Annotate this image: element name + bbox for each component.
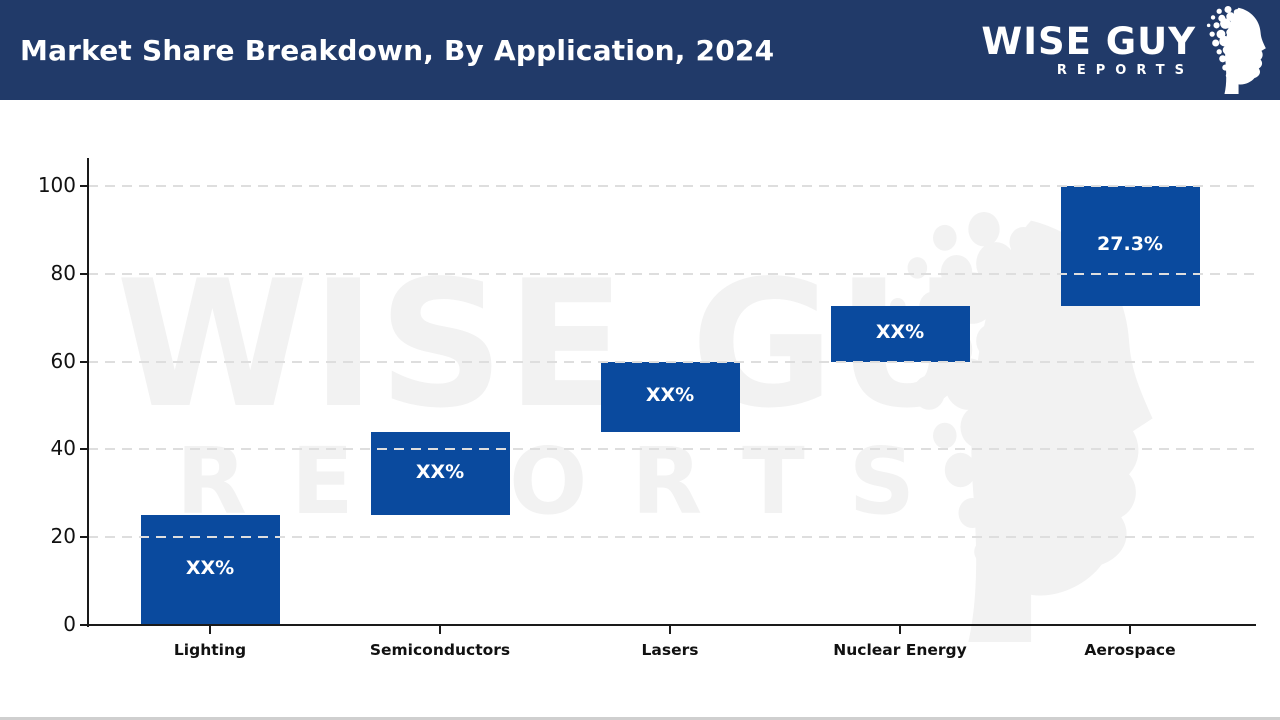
gridline [88,360,1255,363]
bar-value-label: XX% [645,383,695,406]
y-axis-tick-label: 40 [50,436,76,461]
y-axis-tick-label: 20 [50,524,76,549]
y-axis-tick [80,272,88,275]
brand-logo-text: WISE GUY REPORTS [981,23,1196,78]
y-axis-tick-label: 100 [37,173,76,197]
y-axis-tick-label: 60 [50,348,76,373]
x-axis-line [87,624,1256,626]
bar-segment [600,361,740,432]
x-axis-category-label: Aerospace [1084,641,1176,659]
x-axis-category-label: Lighting [173,641,247,659]
brand-subtitle: REPORTS [1056,62,1194,78]
x-axis-category-label: Lasers [641,641,699,659]
x-axis-tick [899,626,901,634]
y-axis-tick-label: 0 [63,612,76,636]
y-axis-tick [80,360,88,363]
gridline [88,272,1255,275]
gridline [88,185,1255,187]
brand-name: WISE GUY [981,19,1196,63]
x-axis-tick [1129,626,1131,634]
x-axis-tick [209,626,211,634]
x-axis-category-label: Semiconductors [369,641,511,659]
page-title: Market Share Breakdown, By Application, … [20,33,775,67]
bar-segment [140,515,280,625]
x-axis-tick [669,626,671,634]
x-axis-tick [439,626,441,634]
bar-value-label: XX% [185,557,235,580]
y-axis-tick [80,624,88,626]
y-axis-tick [80,536,88,539]
x-axis-category-label: Nuclear Energy [833,641,967,659]
header-bar: Market Share Breakdown, By Application, … [0,0,1280,100]
bottom-border [0,717,1280,720]
bar-value-label: 27.3% [1097,232,1163,255]
bar-value-label: XX% [875,320,925,343]
gridline [88,448,1255,451]
bar-segment [370,431,510,516]
gridline [88,536,1255,539]
brand-logo: WISE GUY REPORTS [981,6,1274,94]
y-axis-tick-label: 80 [50,260,76,285]
y-axis-line [87,158,89,627]
y-axis-tick [80,185,88,187]
y-axis-tick [80,448,88,451]
bar-value-label: XX% [415,460,465,483]
face-profile-icon [1206,6,1266,94]
